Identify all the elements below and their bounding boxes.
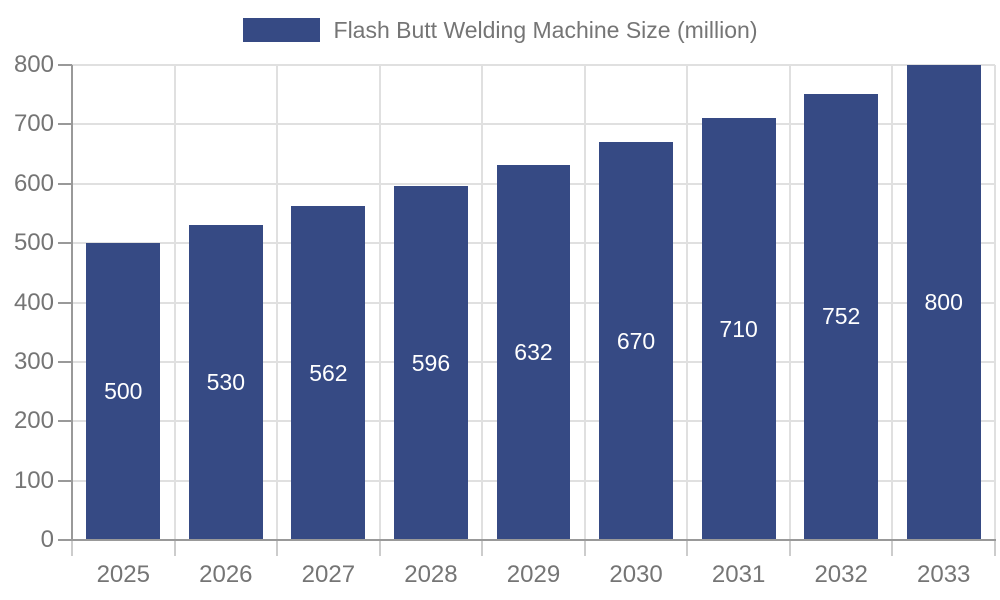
bar-value-label: 670: [616, 327, 656, 354]
x-axis-label: 2029: [506, 561, 561, 588]
grid-line-vertical: [994, 65, 996, 540]
y-axis-tick: [58, 64, 72, 66]
y-axis-label: 100: [13, 466, 54, 494]
y-axis-label: 800: [13, 51, 54, 78]
bar-2029[interactable]: 632: [496, 164, 571, 540]
bar-2031[interactable]: 710: [701, 118, 776, 540]
y-axis-tick: [58, 301, 72, 304]
legend-item[interactable]: Flash Butt Welding Machine Size (million…: [242, 16, 758, 44]
bar-value-label: 500: [104, 378, 143, 405]
x-axis-label: 2033: [917, 561, 971, 588]
y-axis-tick: [58, 360, 72, 363]
x-axis-tick: [276, 540, 279, 556]
y-axis-label: 500: [13, 229, 54, 257]
y-axis-tick: [58, 182, 72, 185]
bar-2028[interactable]: 596: [394, 186, 468, 540]
y-axis-tick: [58, 123, 72, 126]
bar-value-label: 800: [924, 289, 963, 315]
grid-line-vertical: [583, 65, 586, 540]
x-axis-label: 2031: [711, 561, 766, 588]
y-axis-tick: [58, 539, 72, 541]
bar-2030[interactable]: 670: [599, 142, 673, 540]
grid-line-vertical: [276, 65, 279, 540]
bar-2027[interactable]: 562: [291, 206, 366, 540]
bar-2025[interactable]: 500: [86, 243, 161, 540]
bar-2026[interactable]: 530: [188, 225, 263, 540]
bar-2032[interactable]: 752: [804, 93, 879, 540]
grid-line-vertical: [891, 65, 894, 540]
x-axis-tick: [481, 540, 484, 556]
y-axis-label: 400: [13, 288, 54, 316]
legend: Flash Butt Welding Machine Size (million…: [0, 16, 1000, 44]
x-axis-label: 2025: [96, 561, 150, 588]
y-axis-tick: [58, 242, 72, 245]
y-axis-label: 300: [13, 347, 54, 375]
x-axis-tick: [891, 540, 894, 556]
x-axis-tick: [71, 540, 73, 556]
grid-line-vertical: [686, 65, 689, 540]
x-axis-tick: [173, 540, 176, 556]
x-axis-label: 2026: [199, 561, 253, 588]
x-axis-label: 2027: [301, 561, 356, 588]
grid-line-vertical: [788, 65, 791, 540]
grid-line-horizontal: [72, 123, 995, 126]
bar-value-label: 632: [514, 338, 553, 365]
y-axis-label: 700: [13, 110, 54, 138]
x-axis-tick: [994, 540, 996, 556]
x-axis-label: 2030: [609, 561, 663, 588]
bar-value-label: 562: [309, 359, 348, 386]
x-axis-label: 2032: [814, 561, 868, 588]
bar-2033[interactable]: 800: [906, 65, 981, 540]
x-axis-line: [71, 539, 996, 541]
x-axis-tick: [378, 540, 381, 556]
bar-value-label: 596: [411, 349, 451, 376]
x-axis-tick: [686, 540, 689, 556]
grid-line-vertical: [378, 65, 381, 540]
x-axis-tick: [788, 540, 791, 556]
bar-value-label: 710: [719, 315, 758, 342]
y-axis-label: 600: [13, 169, 54, 197]
y-axis-label: 200: [13, 407, 54, 435]
y-axis-tick: [58, 479, 72, 482]
legend-label: Flash Butt Welding Machine Size (million…: [333, 17, 758, 43]
legend-swatch: [242, 18, 320, 42]
y-axis-label: 0: [40, 526, 54, 553]
grid-line-horizontal: [72, 64, 995, 66]
bar-value-label: 530: [206, 369, 245, 396]
x-axis-label: 2028: [404, 561, 458, 588]
bar-value-label: 752: [821, 303, 861, 330]
y-axis-line: [71, 65, 73, 540]
x-axis-tick: [583, 540, 586, 556]
grid-line-vertical: [481, 65, 484, 540]
y-axis-tick: [58, 420, 72, 423]
grid-line-vertical: [173, 65, 176, 540]
